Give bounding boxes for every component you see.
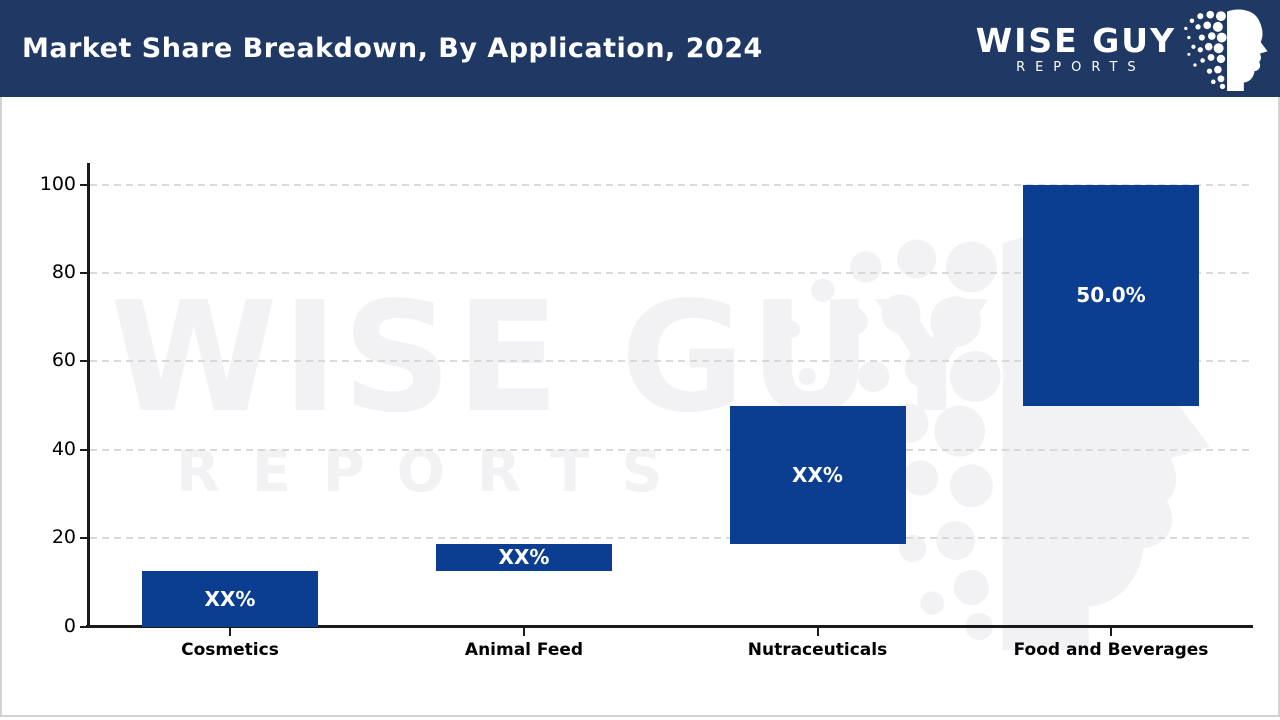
bar-value-label: XX% [204, 586, 256, 611]
page-title: Market Share Breakdown, By Application, … [22, 33, 763, 64]
wiseguy-head-icon [1178, 7, 1270, 91]
x-axis-tick [1110, 628, 1112, 636]
y-axis-tick [80, 537, 88, 540]
y-axis-tick-label: 20 [51, 526, 76, 549]
y-axis-tick [80, 183, 88, 186]
gridline [90, 360, 1253, 363]
x-axis-tick [816, 628, 819, 636]
wiseguy-logo: WISE GUY REPORTS [976, 7, 1270, 91]
bar-value-label: XX% [792, 462, 843, 487]
bar: XX% [729, 405, 906, 544]
gridline [90, 448, 1253, 451]
x-axis-tick [229, 628, 231, 636]
wiseguy-logo-wordmark: WISE GUY [975, 20, 1176, 60]
x-axis-tick [523, 628, 525, 636]
bar-value-label: 50.0% [1076, 283, 1146, 307]
x-axis-line [86, 625, 1253, 628]
y-axis-line [87, 163, 90, 628]
gridline [90, 183, 1253, 186]
y-axis-tick-label: 100 [39, 172, 76, 195]
y-axis-tick-label: 60 [51, 349, 76, 372]
y-axis-tick-label: 40 [51, 437, 76, 460]
y-axis-tick [80, 448, 88, 451]
gridline [90, 271, 1253, 274]
x-axis-category-label: Nutraceuticals [747, 640, 888, 660]
y-axis-tick [80, 625, 88, 628]
x-axis-category-label: Cosmetics [181, 640, 279, 660]
bar-value-label: XX% [498, 545, 550, 570]
bar: XX% [436, 543, 612, 572]
header-bar: Market Share Breakdown, By Application, … [0, 0, 1280, 97]
bar: XX% [142, 571, 318, 627]
x-axis-category-label: Animal Feed [464, 640, 584, 660]
bar: 50.0% [1023, 184, 1199, 406]
wiseguy-logo-text: WISE GUY REPORTS [976, 24, 1176, 74]
y-axis-tick [80, 360, 88, 363]
y-axis-tick [80, 271, 88, 274]
watermark-subtitle: REPORTS [176, 439, 695, 505]
gridline [90, 537, 1253, 540]
x-axis-category-label: Food and Beverages [1013, 640, 1209, 660]
wiseguy-logo-subtitle: REPORTS [1016, 59, 1146, 75]
y-axis-tick-label: 0 [63, 614, 76, 637]
y-axis-tick-label: 80 [51, 260, 76, 283]
